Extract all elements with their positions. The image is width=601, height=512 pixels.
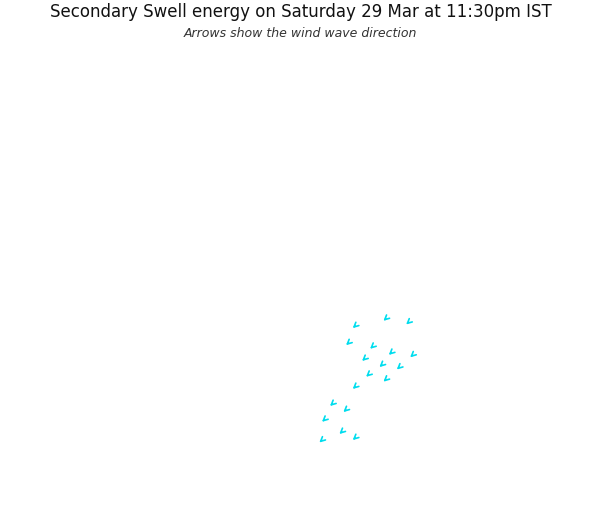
Text: Secondary Swell energy on Saturday 29 Mar at 11:30pm IST: Secondary Swell energy on Saturday 29 Ma… — [50, 3, 551, 21]
Text: Arrows show the wind wave direction: Arrows show the wind wave direction — [184, 28, 417, 40]
